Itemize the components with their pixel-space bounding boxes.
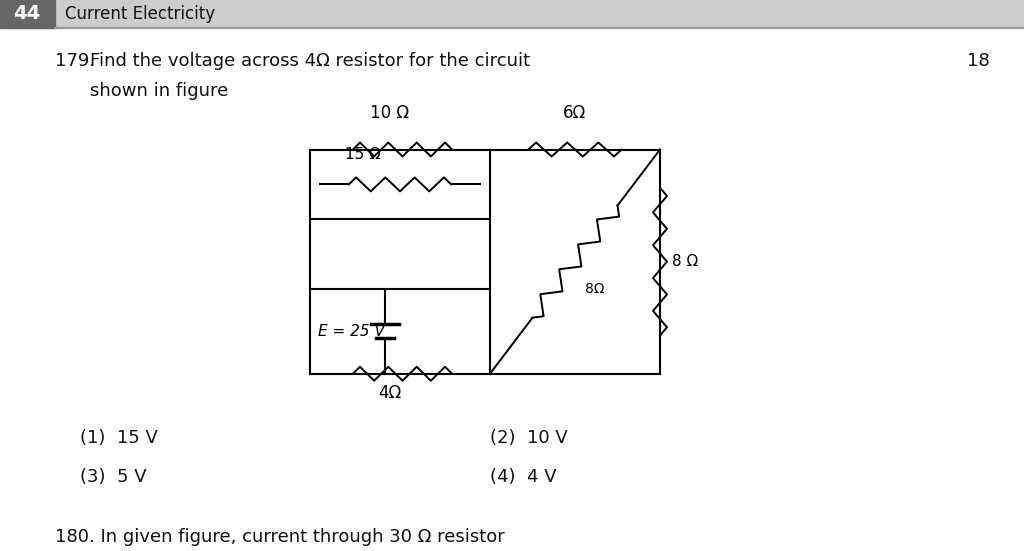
- Text: 44: 44: [13, 4, 41, 24]
- Text: (4)  4 V: (4) 4 V: [490, 468, 557, 487]
- Text: 18: 18: [968, 52, 990, 70]
- Text: (2)  10 V: (2) 10 V: [490, 429, 567, 446]
- Text: Current Electricity: Current Electricity: [65, 5, 215, 23]
- Text: 6Ω: 6Ω: [563, 104, 587, 122]
- Text: (3)  5 V: (3) 5 V: [80, 468, 146, 487]
- Text: 180. In given figure, current through 30 Ω resistor: 180. In given figure, current through 30…: [55, 528, 505, 546]
- Text: 10 Ω: 10 Ω: [371, 104, 410, 122]
- Text: 8 Ω: 8 Ω: [672, 254, 698, 269]
- Text: 15 Ω: 15 Ω: [345, 148, 381, 163]
- Text: 8Ω: 8Ω: [585, 282, 604, 295]
- Text: 4Ω: 4Ω: [379, 383, 401, 402]
- Text: 179.: 179.: [55, 52, 95, 70]
- Bar: [0, 0, 1024, 28]
- Bar: [0, 0, 55, 28]
- Text: (1)  15 V: (1) 15 V: [80, 429, 158, 446]
- Text: E = 25 V: E = 25 V: [318, 324, 385, 339]
- Text: shown in figure: shown in figure: [90, 82, 228, 100]
- Text: Find the voltage across 4Ω resistor for the circuit: Find the voltage across 4Ω resistor for …: [90, 52, 530, 70]
